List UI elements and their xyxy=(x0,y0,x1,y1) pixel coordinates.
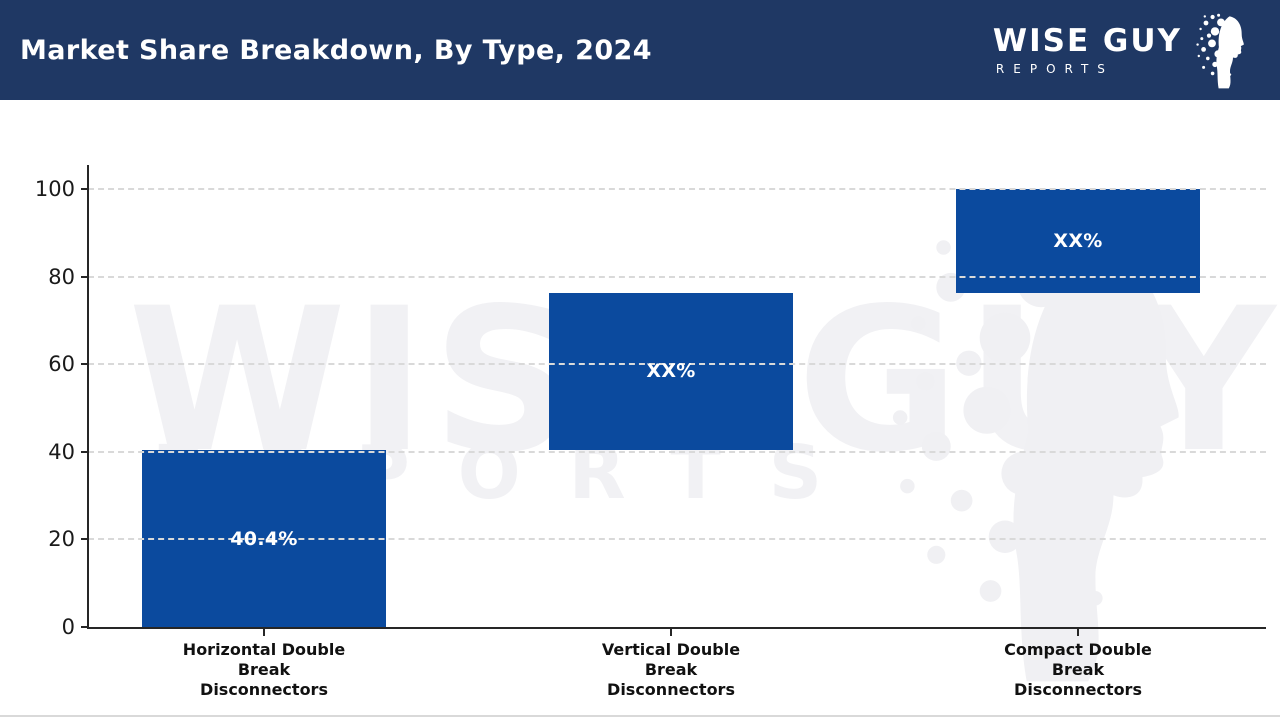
bar-label-3: XX% xyxy=(1053,229,1103,252)
wise-guy-logo: WISE GUY REPORTS xyxy=(993,11,1252,89)
bar-label-1: 40.4% xyxy=(230,527,298,550)
logo-sub-text: REPORTS xyxy=(995,61,1114,76)
x-tick-mark-3 xyxy=(1077,629,1079,636)
x-category-label-line: Break xyxy=(1051,660,1105,679)
y-tick-label-60: 60 xyxy=(48,352,75,377)
gridline-40 xyxy=(88,450,1266,453)
x-category-label-3: Compact Double Break Disconnectors xyxy=(948,640,1208,700)
y-tick-label-20: 20 xyxy=(48,527,75,552)
header-bar: Market Share Breakdown, By Type, 2024 WI… xyxy=(0,0,1280,100)
x-category-label-line: Disconnectors xyxy=(607,680,735,699)
y-tick-mark-80 xyxy=(81,275,88,278)
y-axis xyxy=(87,165,89,628)
logo-head-icon xyxy=(1178,11,1252,89)
y-tick-label-40: 40 xyxy=(48,439,75,464)
page-title: Market Share Breakdown, By Type, 2024 xyxy=(20,34,652,66)
x-category-label-line: Disconnectors xyxy=(1014,680,1142,699)
gridline-80 xyxy=(88,275,1266,278)
x-category-label-line: Vertical Double xyxy=(601,640,741,659)
y-tick-label-80: 80 xyxy=(48,264,75,289)
bar-3 xyxy=(956,189,1200,293)
y-tick-mark-100 xyxy=(81,188,88,190)
x-category-label-line: Horizontal Double xyxy=(182,640,346,659)
x-tick-mark-2 xyxy=(670,629,672,636)
gridline-60 xyxy=(88,363,1266,366)
x-axis xyxy=(87,627,1266,629)
gridline-100 xyxy=(88,188,1266,190)
x-category-label-1: Horizontal Double Break Disconnectors xyxy=(134,640,394,700)
y-tick-mark-20 xyxy=(81,538,88,541)
bar-label-2: XX% xyxy=(646,360,696,383)
x-category-label-line: Break xyxy=(644,660,698,679)
bar-2 xyxy=(549,292,793,451)
y-tick-mark-0 xyxy=(81,626,88,628)
x-category-label-line: Break xyxy=(237,660,291,679)
y-tick-label-0: 0 xyxy=(61,615,75,639)
x-category-label-line: Disconnectors xyxy=(200,680,328,699)
chart-area: WISE GUY REPORTS 02040608010040.4%Horizo… xyxy=(0,100,1280,720)
logo-main-text: WISE GUY xyxy=(992,22,1182,59)
gridline-20 xyxy=(88,538,1266,541)
x-category-label-line: Compact Double xyxy=(1004,640,1152,659)
y-tick-mark-40 xyxy=(81,450,88,453)
x-category-label-2: Vertical Double Break Disconnectors xyxy=(541,640,801,700)
x-tick-mark-1 xyxy=(263,629,265,636)
bottom-divider xyxy=(0,715,1280,717)
y-tick-label-100: 100 xyxy=(34,177,75,201)
y-tick-mark-60 xyxy=(81,363,88,366)
